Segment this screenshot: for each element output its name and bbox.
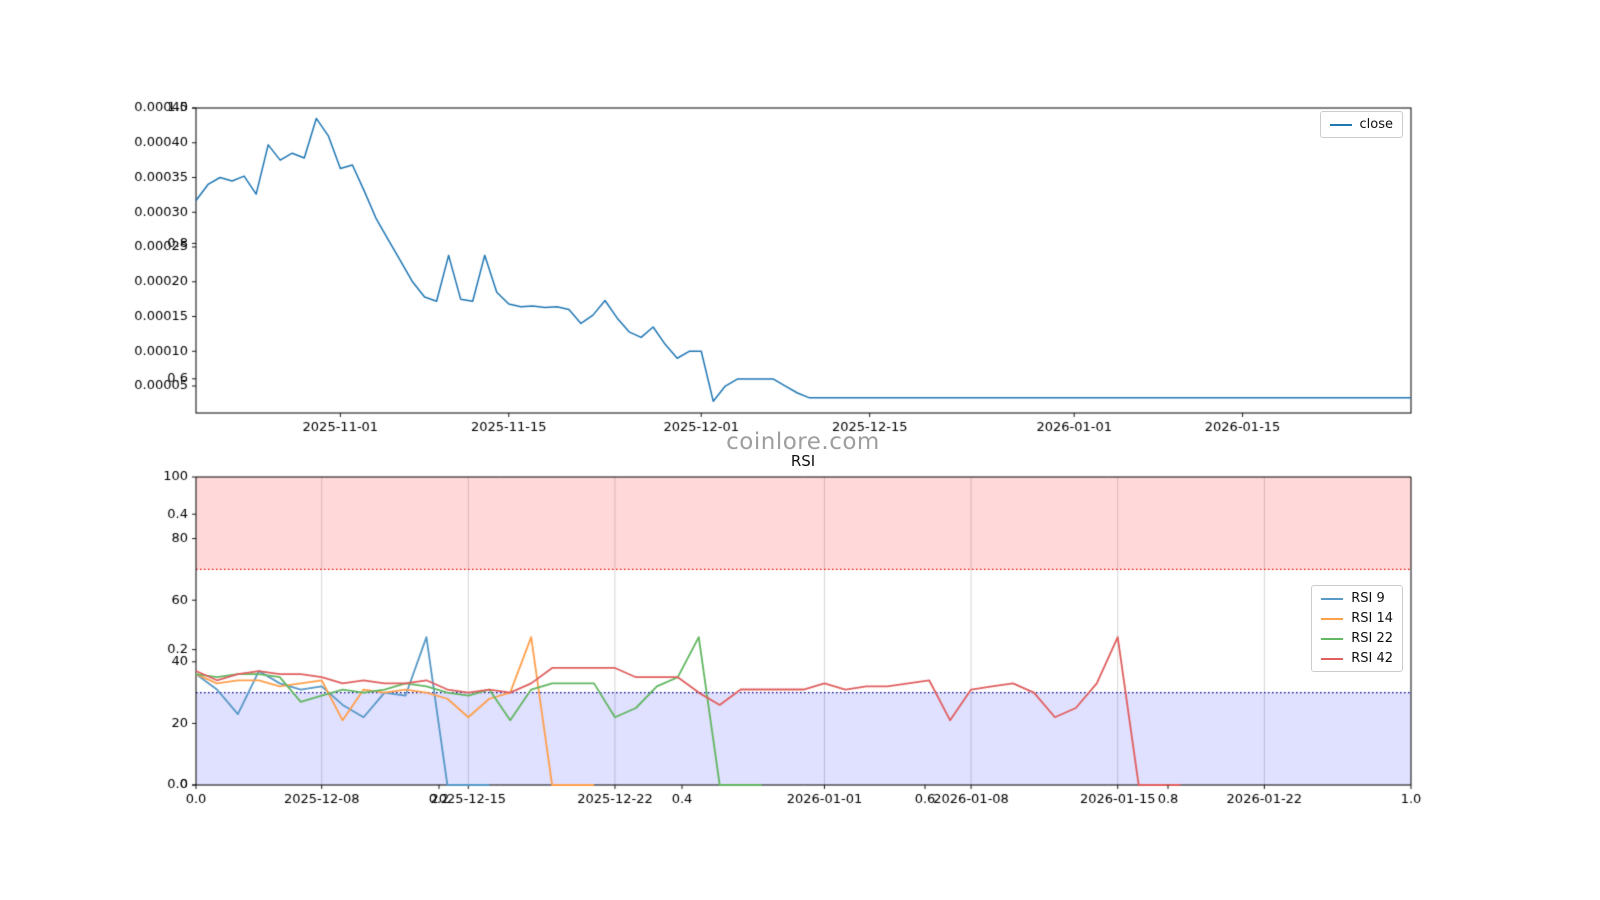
rsi42-line-swatch <box>1321 657 1344 660</box>
legend-label-rsi9: RSI 9 <box>1351 591 1385 606</box>
rsi14-line-swatch <box>1321 617 1344 620</box>
legend-label-close: close <box>1359 117 1393 132</box>
legend-item-rsi22: RSI 22 <box>1321 631 1393 646</box>
close-line-swatch <box>1329 123 1352 126</box>
legend-item-rsi14: RSI 14 <box>1321 611 1393 626</box>
legend-label-rsi42: RSI 42 <box>1351 651 1393 666</box>
rsi9-line-swatch <box>1321 597 1344 600</box>
rsi-subplot-title: RSI <box>790 452 816 470</box>
watermark: coinlore.com <box>726 429 880 455</box>
legend-item-close: close <box>1329 117 1393 132</box>
rsi22-line-swatch <box>1321 637 1344 640</box>
legend-close: close <box>1319 111 1403 138</box>
legend-item-rsi9: RSI 9 <box>1321 591 1393 606</box>
legend-rsi: RSI 9 RSI 14 RSI 22 RSI 42 <box>1311 585 1403 672</box>
legend-label-rsi14: RSI 14 <box>1351 611 1393 626</box>
legend-item-rsi42: RSI 42 <box>1321 651 1393 666</box>
legend-label-rsi22: RSI 22 <box>1351 631 1393 646</box>
